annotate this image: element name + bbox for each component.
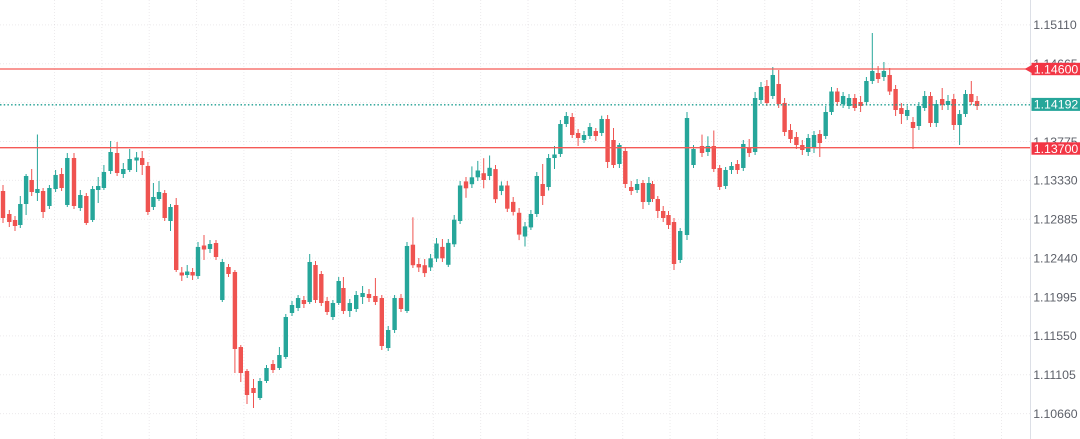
svg-text:1.10660: 1.10660 xyxy=(1033,407,1078,421)
svg-text:1.12440: 1.12440 xyxy=(1033,251,1078,265)
svg-text:1.13330: 1.13330 xyxy=(1033,174,1078,188)
svg-text:1.13700: 1.13700 xyxy=(1034,142,1079,156)
svg-text:1.15110: 1.15110 xyxy=(1033,18,1077,32)
svg-text:1.14600: 1.14600 xyxy=(1034,62,1079,76)
svg-text:1.11550: 1.11550 xyxy=(1033,329,1077,343)
svg-text:1.12885: 1.12885 xyxy=(1033,213,1078,227)
svg-text:1.11995: 1.11995 xyxy=(1033,290,1077,304)
svg-text:1.11105: 1.11105 xyxy=(1033,368,1076,382)
svg-text:1.14192: 1.14192 xyxy=(1034,98,1079,112)
